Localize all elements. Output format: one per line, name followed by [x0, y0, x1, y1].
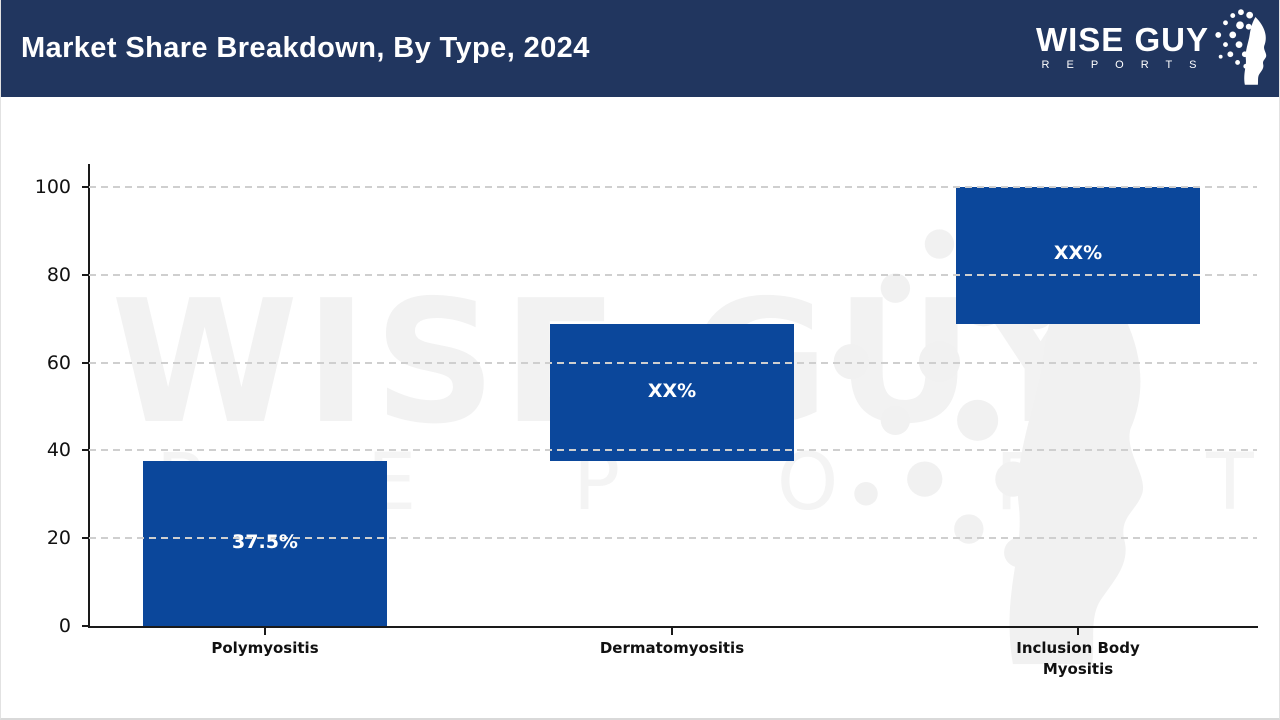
y-tick-mark	[82, 625, 89, 627]
y-tick-mark	[82, 273, 89, 276]
x-tick-mark	[1077, 628, 1079, 635]
page-title: Market Share Breakdown, By Type, 2024	[21, 32, 590, 64]
y-tick-mark	[82, 361, 89, 364]
y-tick-label: 100	[34, 176, 71, 198]
bar-inclusion-body-myositis	[956, 187, 1200, 324]
y-tick-label: 20	[46, 527, 71, 550]
x-category-label: Polymyositis	[211, 639, 319, 657]
y-tick-label: 40	[46, 439, 71, 462]
x-tick-mark	[264, 628, 266, 635]
y-tick-label: 80	[46, 263, 71, 286]
x-category-label: Dermatomyositis	[599, 639, 745, 657]
gridline-40	[89, 449, 1257, 452]
bar-dermatomyositis	[550, 323, 794, 462]
bar-value-label: XX%	[647, 379, 697, 402]
bar-polymyositis	[143, 461, 387, 626]
gridline-60	[89, 361, 1257, 364]
logo-subtitle: R E P O R T S	[1041, 59, 1204, 71]
logo-name: WISE GUY	[1035, 21, 1209, 58]
y-tick-mark	[82, 537, 89, 540]
gridline-80	[89, 273, 1257, 276]
y-axis-line	[88, 164, 90, 628]
gridline-20	[89, 537, 1257, 540]
header-bar: Market Share Breakdown, By Type, 2024 WI…	[1, 0, 1279, 97]
gridline-100	[89, 186, 1257, 188]
x-axis-line	[88, 626, 1258, 628]
y-tick-label: 60	[46, 351, 71, 374]
market-share-chart: 0 20 40 60 80 100 37.5% XX% XX% Polymyositis Derma…	[1, 97, 1279, 718]
wise-guy-logo: WISE GUY R E P O R T S	[1036, 8, 1269, 86]
logo-face-icon	[1215, 9, 1267, 85]
x-category-label: Inclusion Body Myositis	[1016, 639, 1140, 678]
y-tick-label: 0	[58, 615, 71, 637]
y-tick-mark	[82, 186, 89, 188]
y-tick-mark	[82, 449, 89, 452]
bar-value-label: XX%	[1053, 242, 1103, 265]
bar-value-label: 37.5%	[232, 530, 298, 553]
x-tick-mark	[671, 628, 673, 635]
